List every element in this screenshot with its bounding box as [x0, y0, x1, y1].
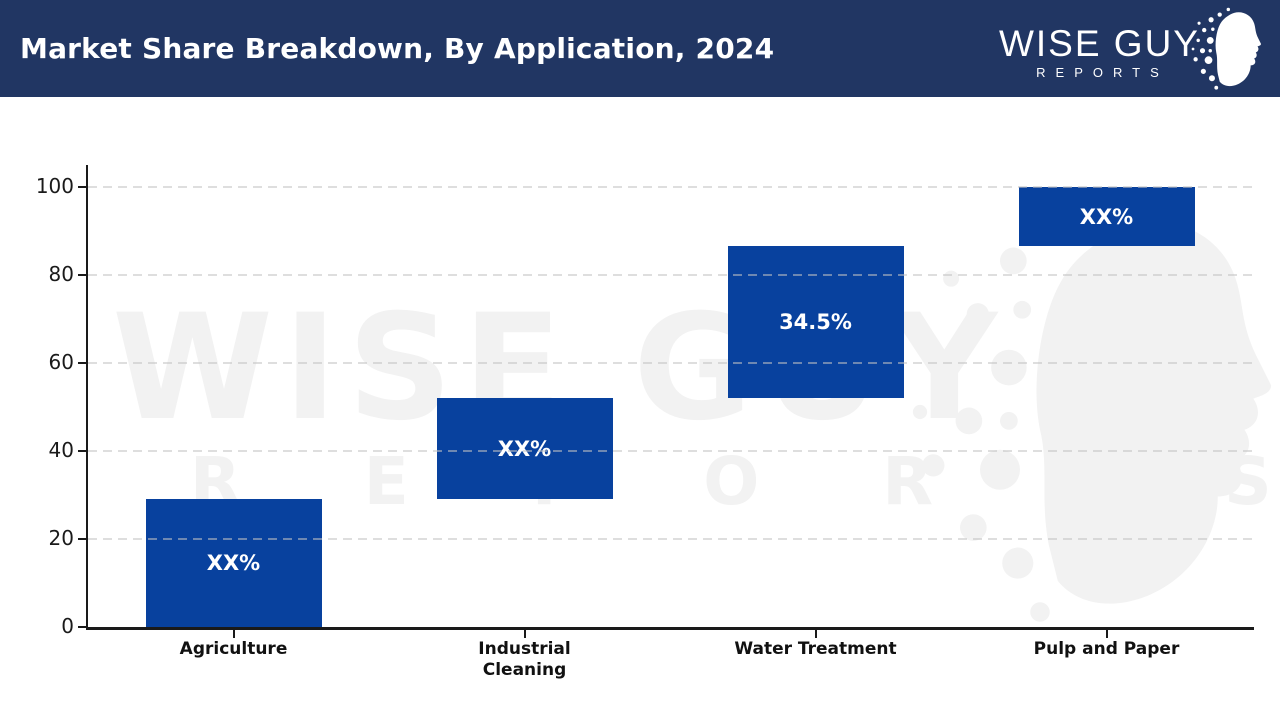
- bar: XX%: [145, 499, 322, 627]
- y-tick-mark: [78, 450, 87, 452]
- y-tick-label: 40: [48, 438, 74, 462]
- wiseguy-logo: WISE GUY REPORTS: [999, 6, 1268, 92]
- y-tick-mark: [78, 362, 87, 364]
- chart-title: Market Share Breakdown, By Application, …: [20, 32, 775, 65]
- x-category-label: Agriculture: [179, 639, 288, 659]
- x-tick-mark: [1105, 630, 1108, 638]
- x-axis-spine: [86, 627, 1254, 630]
- y-tick-mark: [78, 538, 87, 540]
- y-tick-label: 80: [48, 262, 74, 286]
- bar: 34.5%: [727, 246, 904, 399]
- wiseguy-logo-text: WISE GUY REPORTS: [999, 25, 1200, 80]
- gridline: [88, 362, 1252, 364]
- bar-value-label: XX%: [206, 551, 261, 576]
- bar: XX%: [1018, 187, 1195, 247]
- x-category-label: Water Treatment: [734, 639, 897, 659]
- gridline: [88, 538, 1252, 540]
- chart-canvas: WISE GUY R E P O R T S 0 20 40 60 80 100 XX% Ag…: [0, 97, 1280, 720]
- x-tick-mark: [523, 630, 526, 638]
- x-category-label: Pulp and Paper: [1033, 639, 1180, 659]
- bar-value-label: XX%: [497, 436, 552, 461]
- x-tick-mark: [814, 630, 817, 638]
- bar-value-label: XX%: [1079, 204, 1134, 229]
- gridline: [88, 450, 1252, 452]
- x-tick-mark: [232, 630, 235, 638]
- y-tick-label: 0: [61, 614, 74, 638]
- x-category-label: Industrial Cleaning: [478, 639, 571, 681]
- gridline: [88, 186, 1252, 188]
- y-tick-mark: [78, 186, 87, 188]
- y-axis-spine: [86, 165, 88, 629]
- y-tick-mark: [78, 274, 87, 276]
- logo-wordmark: WISE GUY: [998, 22, 1200, 64]
- logo-subtitle: REPORTS: [1036, 64, 1169, 80]
- y-tick-label: 60: [48, 350, 74, 374]
- y-tick-label: 100: [35, 174, 74, 198]
- y-tick-mark: [78, 626, 87, 628]
- bar-value-label: 34.5%: [779, 310, 852, 335]
- bar: XX%: [436, 398, 613, 500]
- y-tick-label: 20: [48, 526, 74, 550]
- chart-header: Market Share Breakdown, By Application, …: [0, 0, 1280, 97]
- gridline: [88, 274, 1252, 276]
